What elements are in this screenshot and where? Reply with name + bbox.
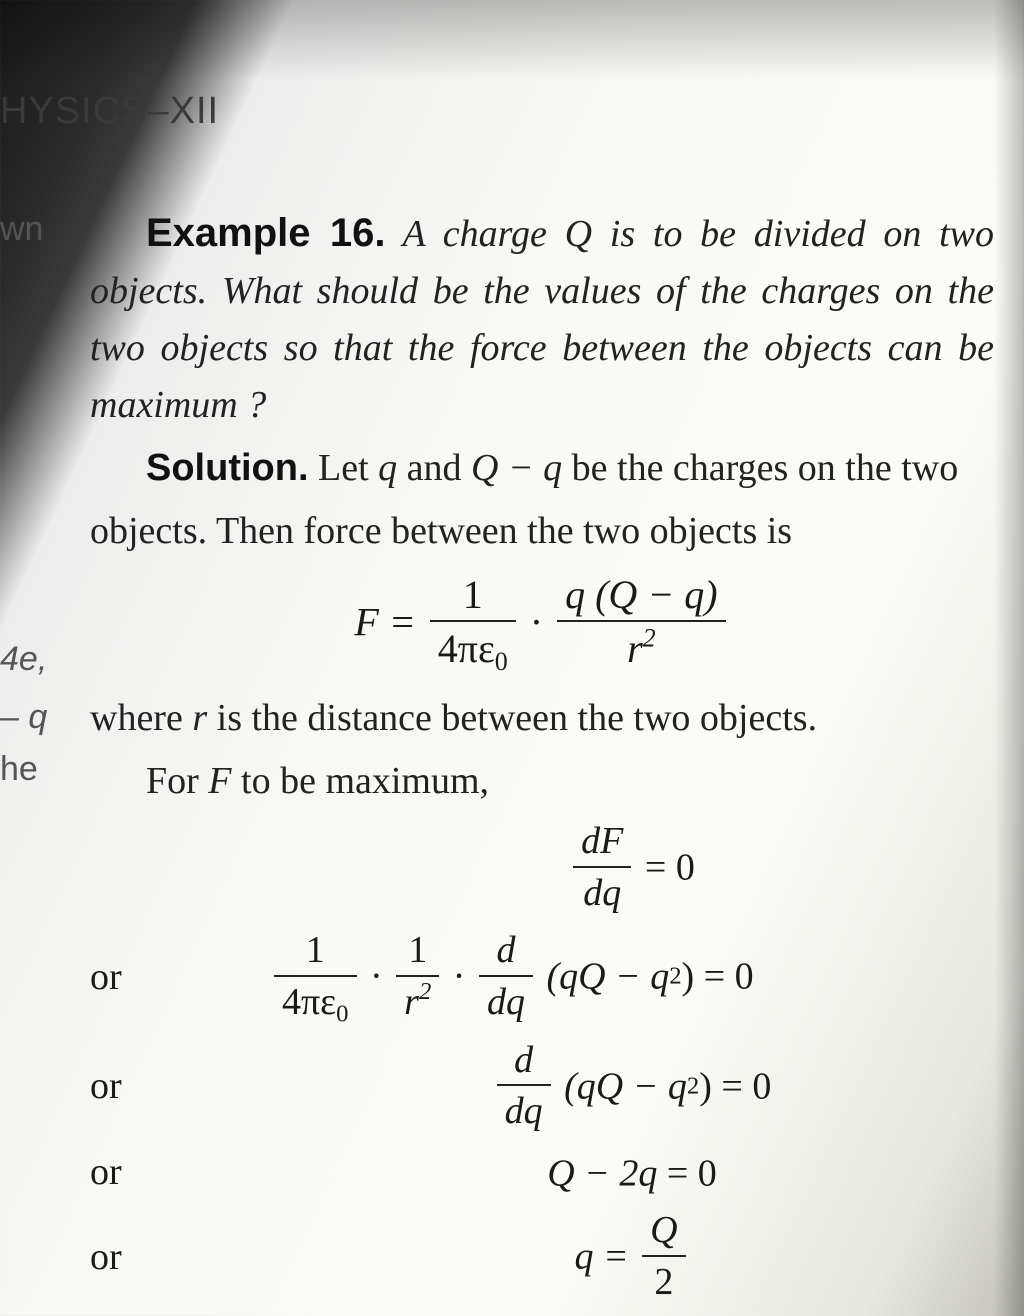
example-problem: Example 16. A charge Q is to be divided … xyxy=(90,203,994,434)
dot-3: · xyxy=(453,956,466,998)
num-dF: dF xyxy=(573,820,631,868)
where-a: where xyxy=(90,697,192,739)
var-r: r xyxy=(192,697,207,739)
eq-Q-2q: or Q − 2q = 0 xyxy=(90,1148,994,1195)
dot-2: · xyxy=(370,956,383,998)
sol-text-1c: be the charges on the two xyxy=(562,447,958,489)
margin-note-4e: 4e, xyxy=(0,640,47,679)
content-column: Example 16. A charge Q is to be divided … xyxy=(90,203,994,1316)
sup-2d: 2 xyxy=(687,1072,699,1099)
sup-2: 2 xyxy=(643,623,656,652)
sup-2b: 2 xyxy=(419,978,431,1005)
den-4pie: 4πε xyxy=(438,626,495,671)
paren-open: (qQ − q xyxy=(546,956,669,998)
num-d2: d xyxy=(497,1039,551,1087)
eq-body-4: Q − 2q = 0 xyxy=(270,1148,994,1195)
frac-ddq: d dq xyxy=(479,929,533,1024)
textbook-page: HYSICS–XII wn 4e, – q he Example 16. A c… xyxy=(0,0,1024,1316)
eq-dFdq-zero: dF dq = 0 xyxy=(90,820,994,915)
q-equals: q = xyxy=(574,1236,628,1278)
frac-dFdq: dF dq xyxy=(573,820,631,915)
margin-note-he: he xyxy=(0,750,38,789)
eq-expanded: or 1 4πε0 · 1 r2 · d dq (qQ − q2) = 0 xyxy=(90,929,994,1024)
Q-2q: Q − 2q xyxy=(547,1152,657,1194)
den-r2: r2 xyxy=(557,622,726,672)
sub-0b: 0 xyxy=(336,1000,348,1027)
eq-body-1: dF dq = 0 xyxy=(270,820,994,915)
eq-ddq-only: or d dq (qQ − q2) = 0 xyxy=(90,1039,994,1134)
den-4pie0: 4πε0 xyxy=(430,622,516,672)
solution-para-2: objects. Then force between the two obje… xyxy=(90,503,994,560)
dot-1: · xyxy=(530,600,543,645)
eq-body-2: 1 4πε0 · 1 r2 · d dq (qQ − q2) = 0 xyxy=(270,929,994,1024)
eq-zero-1: = 0 xyxy=(645,847,695,889)
den-2: 2 xyxy=(642,1257,685,1305)
margin-note-minus-q: – q xyxy=(0,698,47,737)
running-header: HYSICS–XII xyxy=(0,90,1004,133)
frac-ddq-2: d dq xyxy=(497,1039,551,1134)
solution-para-1: Solution. Let q and Q − q be the charges… xyxy=(90,440,994,497)
den-r2b: r2 xyxy=(396,977,439,1025)
num-d: d xyxy=(479,929,533,977)
sup-2c: 2 xyxy=(669,963,681,990)
sol-text-1b: and xyxy=(397,447,471,489)
num-1b: 1 xyxy=(274,929,357,977)
var-Q-minus-q: Q − q xyxy=(471,447,562,489)
frac-Q-2: Q 2 xyxy=(642,1209,685,1304)
den-r: r xyxy=(627,626,643,671)
where-b: is the distance between the two objects. xyxy=(207,697,817,739)
or-1: or xyxy=(90,955,270,999)
num-1c: 1 xyxy=(396,929,439,977)
frac-1-r2: 1 r2 xyxy=(396,929,439,1024)
where-line: where r is the distance between the two … xyxy=(90,690,994,747)
paren-close: ) = 0 xyxy=(682,956,754,998)
den-4pie-b: 4πε xyxy=(282,981,336,1023)
den-dq3: dq xyxy=(497,1086,551,1134)
F-equals: F = xyxy=(354,600,415,645)
eq-q-Qover2: or q = Q 2 xyxy=(90,1209,994,1304)
or-3: or xyxy=(90,1150,270,1194)
eq-zero-3: = 0 xyxy=(667,1152,717,1194)
sol-text-1a: Let xyxy=(318,447,378,489)
frac-1-4pie0-b: 1 4πε0 xyxy=(274,929,357,1024)
solution-label: Solution. xyxy=(146,447,309,489)
var-F: F xyxy=(208,760,231,802)
eq-body-5: q = Q 2 xyxy=(270,1209,994,1304)
for-b: to be maximum, xyxy=(232,760,490,802)
coulomb-force-formula: F = 1 4πε0 · q (Q − q) r2 xyxy=(90,572,994,672)
for-F-max: For F to be maximum, xyxy=(90,753,994,810)
den-dq2: dq xyxy=(479,977,533,1025)
or-2: or xyxy=(90,1064,270,1108)
example-label: Example 16. xyxy=(146,211,385,255)
frac-1-over-4pie0: 1 4πε0 xyxy=(430,572,516,672)
num-1: 1 xyxy=(430,572,516,622)
paren-open-2: (qQ − q xyxy=(564,1065,687,1107)
var-q: q xyxy=(378,447,397,489)
paren-close-2: ) = 0 xyxy=(699,1065,771,1107)
frac-qQq-over-r2: q (Q − q) r2 xyxy=(557,572,726,672)
margin-note-wn: wn xyxy=(0,210,43,249)
num-Q: Q xyxy=(642,1209,685,1257)
or-4: or xyxy=(90,1235,270,1279)
num-qQq: q (Q − q) xyxy=(557,572,726,622)
for-a: For xyxy=(146,760,208,802)
den-r-b: r xyxy=(404,981,419,1023)
sub-0: 0 xyxy=(495,647,508,676)
den-dq: dq xyxy=(573,868,631,916)
den-4pie0-b: 4πε0 xyxy=(274,977,357,1025)
eq-body-3: d dq (qQ − q2) = 0 xyxy=(270,1039,994,1134)
